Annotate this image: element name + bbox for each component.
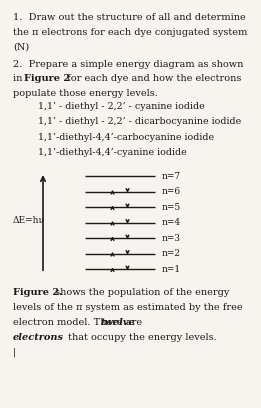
Text: n=4: n=4 xyxy=(162,218,181,227)
Text: n=3: n=3 xyxy=(162,234,181,243)
Text: n=7: n=7 xyxy=(162,172,181,181)
Text: levels of the π system as estimated by the free: levels of the π system as estimated by t… xyxy=(13,303,243,312)
Text: |: | xyxy=(13,347,16,357)
Text: electrons: electrons xyxy=(13,333,64,341)
Text: n=1: n=1 xyxy=(162,265,181,274)
Text: electron model. There are: electron model. There are xyxy=(13,318,145,327)
Text: that occupy the energy levels.: that occupy the energy levels. xyxy=(65,333,217,341)
Text: n=5: n=5 xyxy=(162,203,181,212)
Text: 1,1’ - diethyl - 2,2’ - dicarbocyanine iodide: 1,1’ - diethyl - 2,2’ - dicarbocyanine i… xyxy=(38,118,241,126)
Text: 1,1’ - diethyl - 2,2’ - cyanine iodide: 1,1’ - diethyl - 2,2’ - cyanine iodide xyxy=(38,102,205,111)
Text: 1.  Draw out the structure of all and determine: 1. Draw out the structure of all and det… xyxy=(13,13,246,22)
Text: (N): (N) xyxy=(13,42,29,51)
Text: for each dye and how the electrons: for each dye and how the electrons xyxy=(64,74,241,83)
Text: the π electrons for each dye conjugated system: the π electrons for each dye conjugated … xyxy=(13,28,247,37)
Text: 1,1’-diethyl-4,4’-carbocyanine iodide: 1,1’-diethyl-4,4’-carbocyanine iodide xyxy=(38,133,214,142)
Text: populate those energy levels.: populate those energy levels. xyxy=(13,89,158,98)
Text: n=2: n=2 xyxy=(162,249,181,258)
Text: 1,1’-diethyl-4,4’-cyanine iodide: 1,1’-diethyl-4,4’-cyanine iodide xyxy=(38,148,187,157)
Text: n=6: n=6 xyxy=(162,187,181,196)
Text: in: in xyxy=(13,74,26,83)
Text: Figure 2: Figure 2 xyxy=(25,74,71,83)
Text: Figure 2.: Figure 2. xyxy=(13,288,62,297)
Text: 2.  Prepare a simple energy diagram as shown: 2. Prepare a simple energy diagram as sh… xyxy=(13,60,243,69)
Text: ΔE=hν: ΔE=hν xyxy=(13,216,45,225)
Text: twelve: twelve xyxy=(101,318,136,327)
Text: shows the population of the energy: shows the population of the energy xyxy=(52,288,229,297)
